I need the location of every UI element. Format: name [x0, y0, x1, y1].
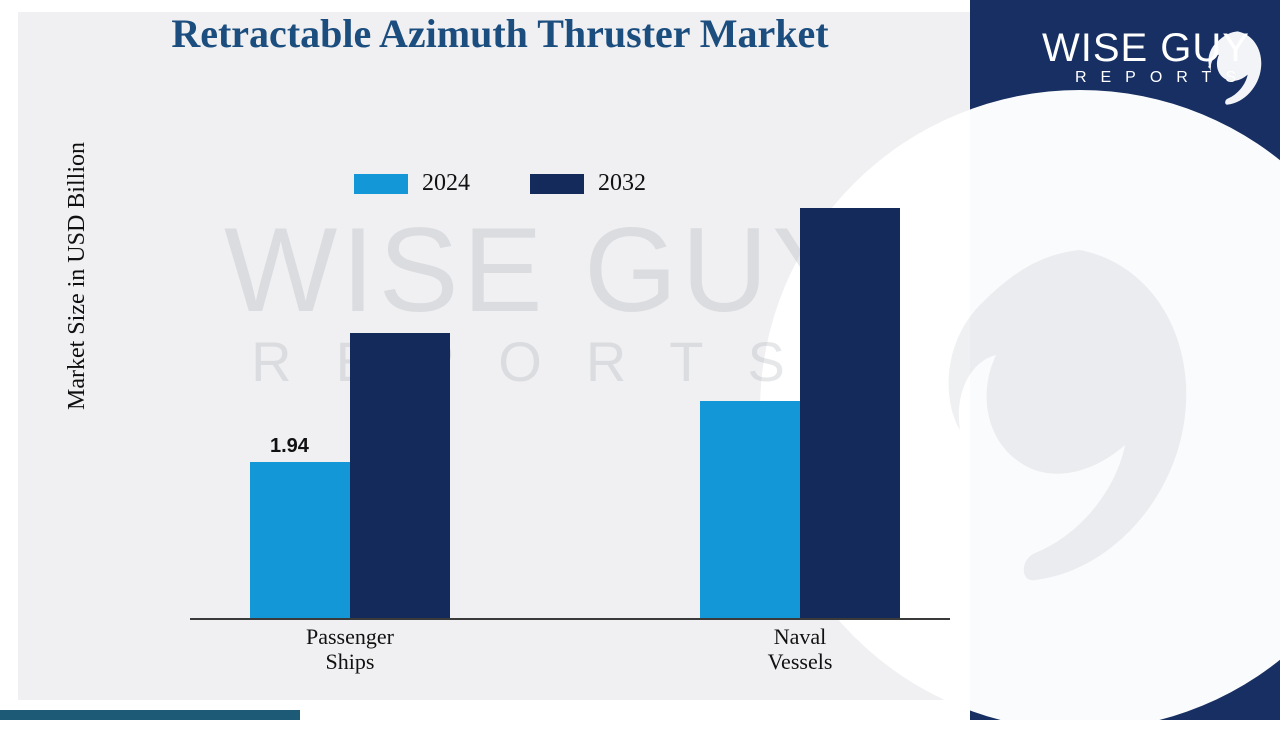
legend-label-0: 2024 — [422, 170, 470, 197]
legend-label-1: 2032 — [598, 170, 646, 197]
chart-frame: WISE GUY REPORTS Retractable Azimuth Thr… — [0, 0, 1280, 720]
category-label-0: PassengerShips — [250, 620, 450, 675]
brand-head-icon — [1196, 28, 1266, 108]
bar-2032-1 — [800, 208, 900, 618]
legend-item-0: 2024 — [354, 170, 470, 197]
bar-2032-0 — [350, 333, 450, 618]
legend: 2024 2032 — [0, 170, 1000, 197]
legend-item-1: 2032 — [530, 170, 646, 197]
bar-2024-0 — [250, 462, 350, 618]
legend-swatch-0 — [354, 174, 408, 194]
category-label-1: NavalVessels — [700, 620, 900, 675]
chart-title: Retractable Azimuth Thruster Market — [0, 10, 1000, 57]
value-label-0-0: 1.94 — [270, 435, 309, 458]
bar-2024-1 — [700, 401, 800, 618]
bottom-strip — [0, 710, 300, 720]
legend-swatch-1 — [530, 174, 584, 194]
chart-plot-area: PassengerShipsNavalVessels1.94 — [190, 210, 950, 620]
